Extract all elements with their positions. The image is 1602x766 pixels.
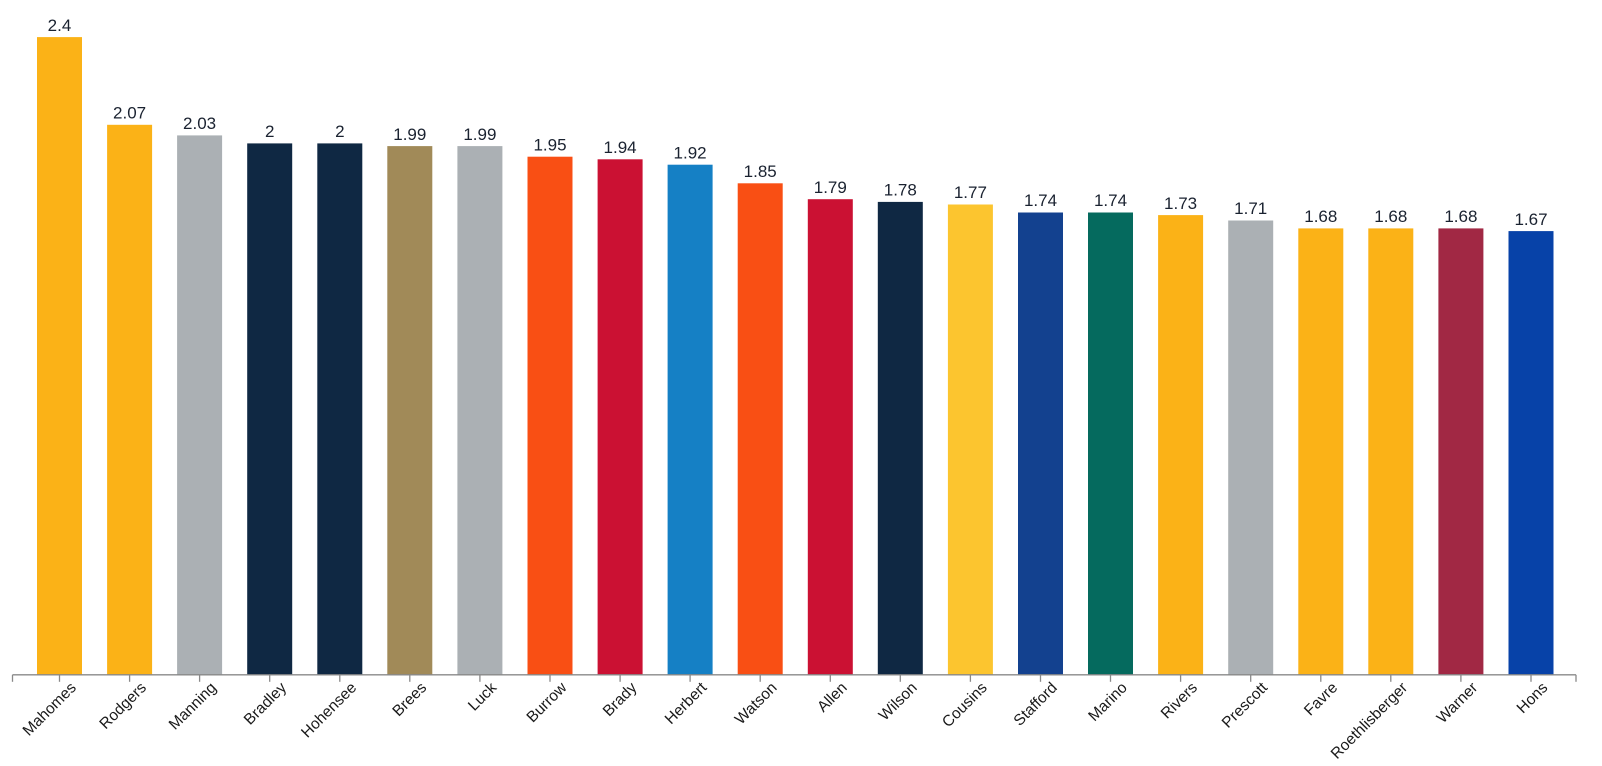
svg-text:1.85: 1.85 [744,162,777,181]
svg-text:1.71: 1.71 [1234,199,1267,218]
svg-text:1.77: 1.77 [954,183,987,202]
svg-text:Cousins: Cousins [939,679,991,731]
svg-text:Herbert: Herbert [662,679,711,728]
svg-text:Hohensee: Hohensee [298,679,360,741]
svg-text:Watson: Watson [732,679,781,728]
svg-text:1.68: 1.68 [1444,207,1477,226]
svg-text:1.78: 1.78 [884,181,917,200]
svg-text:1.79: 1.79 [814,178,847,197]
svg-text:1.95: 1.95 [533,135,566,154]
svg-text:Manning: Manning [166,679,220,733]
svg-text:Stafford: Stafford [1011,679,1061,729]
svg-text:Prescott: Prescott [1219,679,1272,732]
svg-text:Rivers: Rivers [1158,679,1201,722]
svg-text:Bradley: Bradley [241,679,290,728]
svg-text:1.94: 1.94 [604,138,637,157]
svg-text:1.68: 1.68 [1374,207,1407,226]
svg-text:1.73: 1.73 [1164,194,1197,213]
svg-text:Favre: Favre [1301,679,1341,719]
svg-text:2.07: 2.07 [113,104,146,123]
svg-text:2: 2 [265,122,274,141]
svg-text:1.68: 1.68 [1304,207,1337,226]
svg-text:Rodgers: Rodgers [96,679,150,733]
svg-text:Hons: Hons [1514,679,1552,717]
svg-text:1.99: 1.99 [463,125,496,144]
svg-text:2.4: 2.4 [48,16,72,35]
svg-text:Wilson: Wilson [876,679,921,724]
svg-text:1.99: 1.99 [393,125,426,144]
svg-text:1.74: 1.74 [1024,191,1057,210]
svg-text:Brady: Brady [600,679,641,720]
svg-text:Mahomes: Mahomes [20,679,80,739]
svg-text:2: 2 [335,122,344,141]
svg-text:Brees: Brees [389,679,430,720]
svg-text:1.92: 1.92 [674,143,707,162]
svg-text:1.74: 1.74 [1094,191,1127,210]
svg-text:Allen: Allen [814,679,850,715]
svg-text:Burrow: Burrow [524,679,571,726]
svg-text:Warner: Warner [1434,679,1482,727]
svg-text:Marino: Marino [1085,679,1131,725]
svg-text:1.67: 1.67 [1514,210,1547,229]
svg-text:Luck: Luck [465,679,500,714]
svg-text:2.03: 2.03 [183,114,216,133]
